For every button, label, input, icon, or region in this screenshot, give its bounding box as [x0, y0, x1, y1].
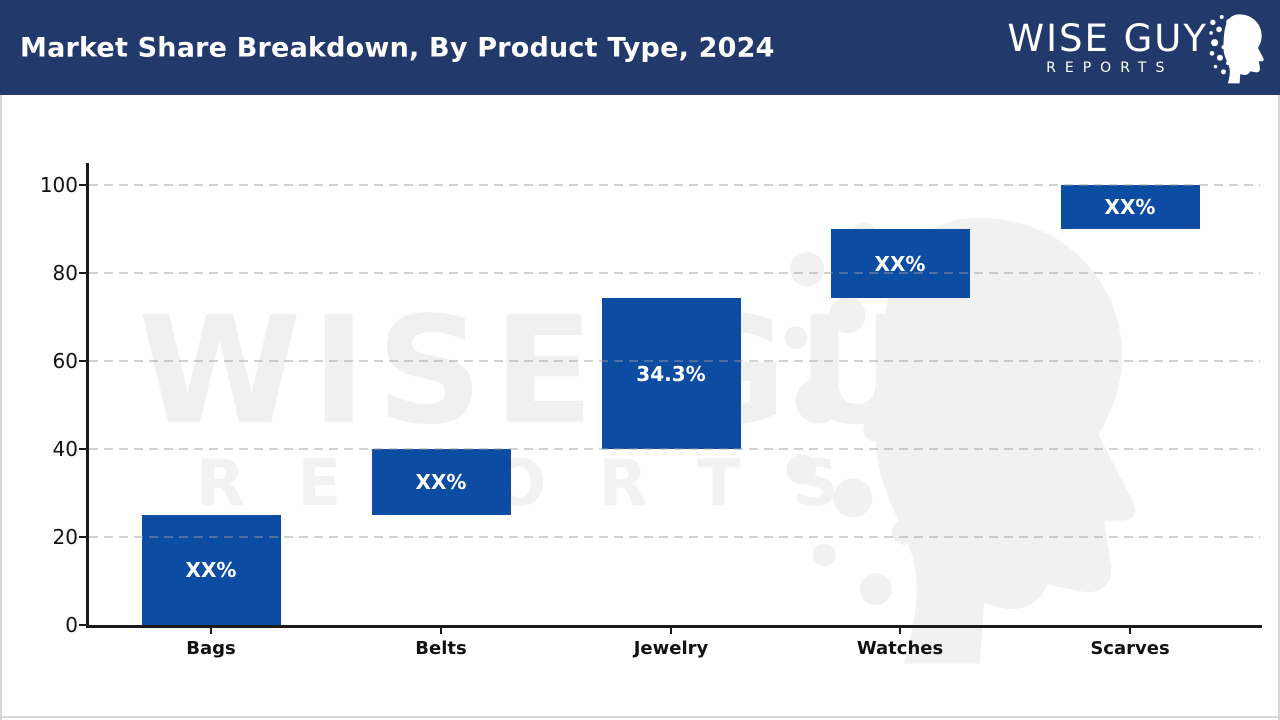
bar-value-label: XX%: [1104, 195, 1156, 219]
y-tick-mark: [79, 184, 86, 186]
x-category-label-jewelry: Jewelry: [633, 638, 709, 659]
gridline-80: [89, 272, 1260, 274]
x-tick-mark: [440, 627, 442, 634]
x-axis-spine: [86, 625, 1262, 628]
header-bar: Market Share Breakdown, By Product Type,…: [0, 0, 1280, 95]
logo-tagline: REPORTS: [1046, 60, 1174, 77]
bar-watches: XX%: [830, 229, 970, 299]
gridline-100: [89, 184, 1260, 186]
y-tick-mark: [79, 360, 86, 362]
gridline-40: [89, 448, 1260, 450]
bar-belts: XX%: [371, 449, 511, 515]
y-tick-mark: [79, 624, 86, 626]
y-tick-label: 60: [52, 349, 78, 373]
chart-title: Market Share Breakdown, By Product Type,…: [20, 32, 775, 63]
y-tick-label: 40: [52, 437, 78, 461]
bar-scarves: XX%: [1060, 185, 1200, 229]
x-category-label-belts: Belts: [415, 638, 467, 659]
bar-jewelry: 34.3%: [601, 298, 741, 449]
y-tick-label: 80: [52, 261, 78, 285]
gridline-20: [89, 536, 1260, 538]
logo-name: WISE GUY: [1007, 16, 1208, 60]
page-border-bottom: [0, 716, 1280, 718]
x-tick-mark: [899, 627, 901, 634]
wise-guy-reports-logo: WISE GUY REPORTS: [1008, 8, 1266, 88]
bar-value-label: XX%: [415, 470, 467, 494]
x-tick-mark: [670, 627, 672, 634]
y-tick-mark: [79, 536, 86, 538]
y-tick-label: 20: [52, 525, 78, 549]
y-tick-mark: [79, 272, 86, 274]
page-border-left: [0, 95, 2, 720]
y-tick-mark: [79, 448, 86, 450]
x-tick-mark: [1129, 627, 1131, 634]
page-border-right: [1278, 95, 1280, 720]
x-category-label-watches: Watches: [856, 638, 944, 659]
y-tick-label: 0: [65, 613, 78, 637]
bar-bags: XX%: [141, 515, 281, 625]
bar-value-label: XX%: [185, 558, 237, 582]
x-category-label-bags: Bags: [186, 638, 236, 659]
bar-value-label: 34.3%: [636, 361, 706, 386]
x-category-label-scarves: Scarves: [1090, 638, 1170, 659]
y-axis-spine: [86, 163, 89, 627]
gridline-60: [89, 360, 1260, 362]
wiseguy-face-icon: [1209, 14, 1264, 84]
logo-text: WISE GUY REPORTS: [1007, 16, 1208, 77]
x-tick-mark: [210, 627, 212, 634]
y-tick-label: 100: [39, 173, 78, 197]
